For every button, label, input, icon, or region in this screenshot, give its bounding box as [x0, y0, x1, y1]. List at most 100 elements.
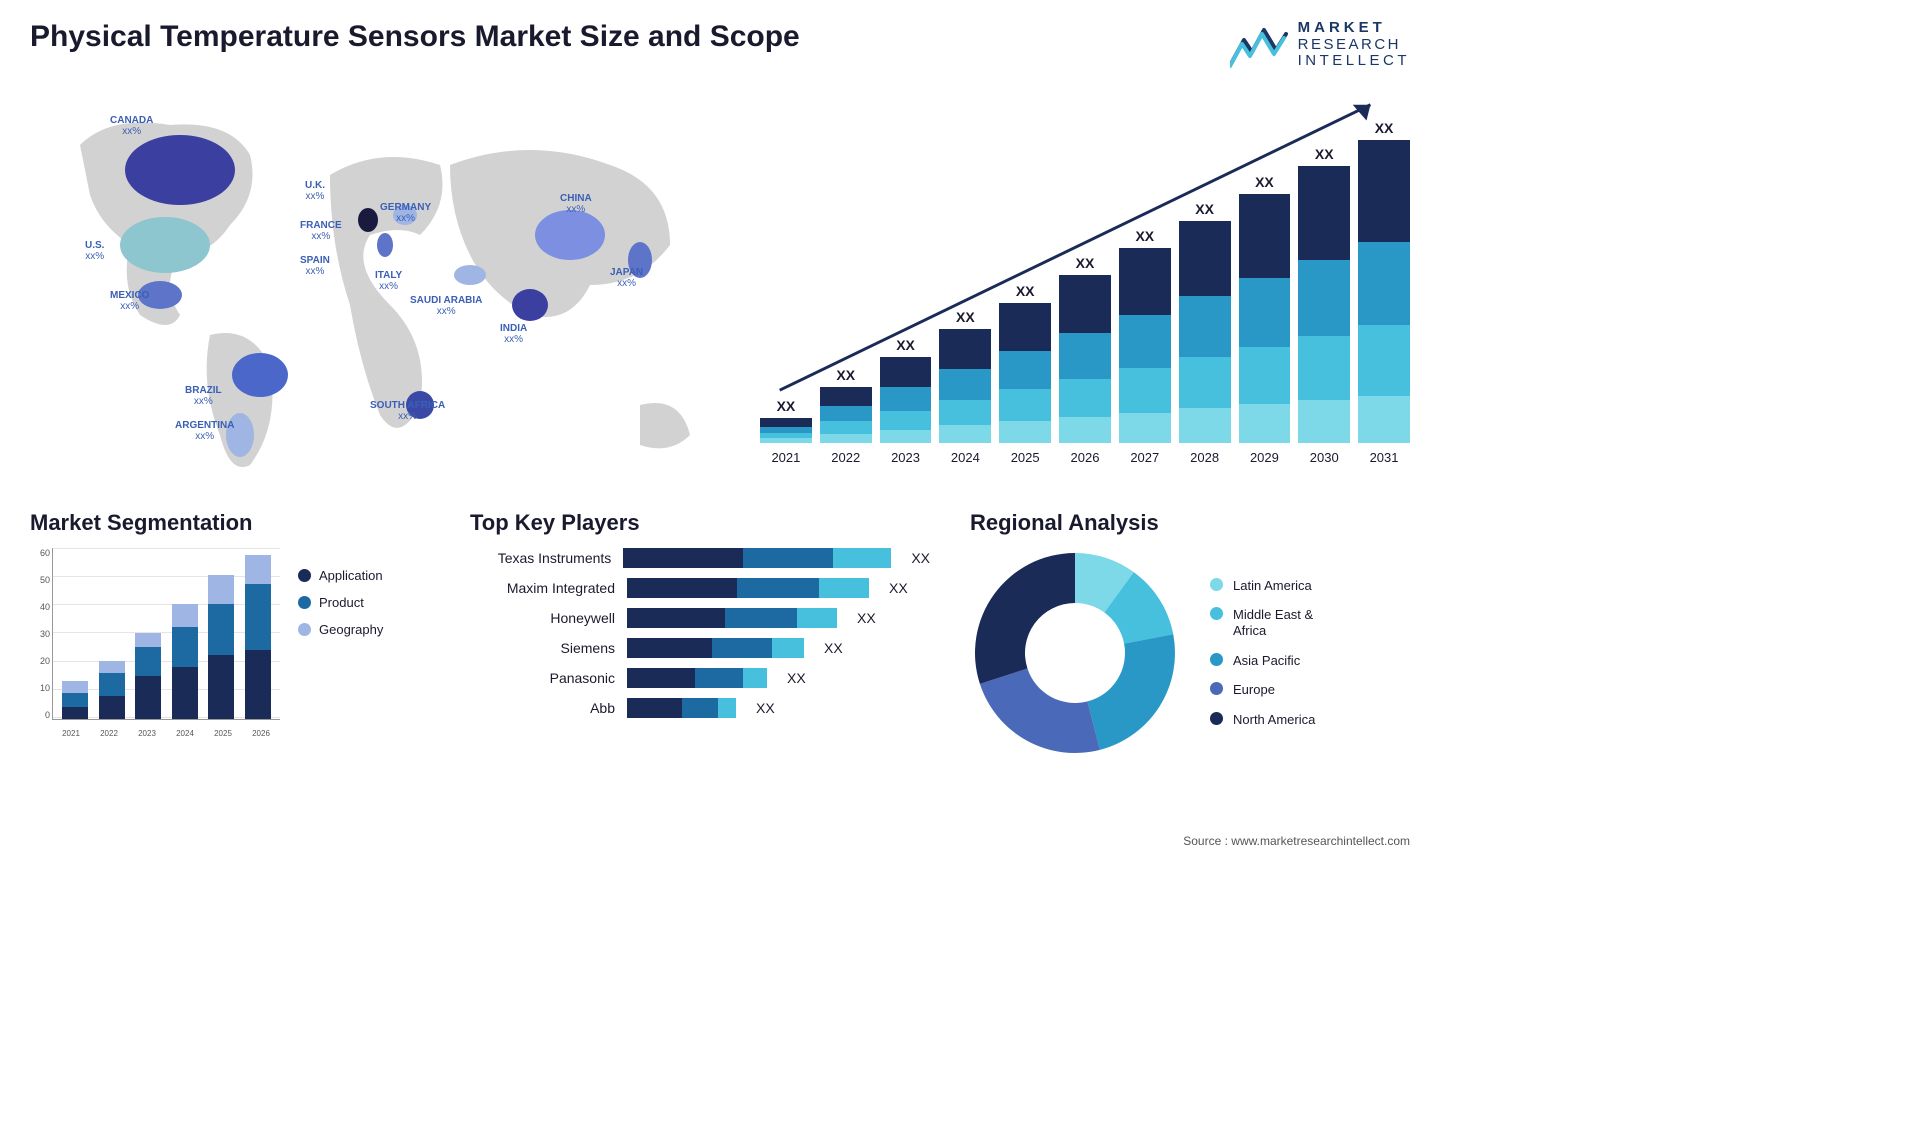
donut-slice: [980, 668, 1100, 753]
segmentation-bar: [172, 604, 198, 719]
bar-value-label: XX: [1375, 120, 1394, 136]
growth-bar: XX: [1059, 255, 1111, 442]
player-value: XX: [911, 550, 930, 566]
players-chart: Texas InstrumentsXXMaxim IntegratedXXHon…: [470, 548, 930, 718]
map-country-label: MEXICOxx%: [110, 290, 149, 312]
player-value: XX: [824, 640, 843, 656]
donut-slice: [1087, 634, 1175, 750]
map-country-label: ARGENTINAxx%: [175, 420, 234, 442]
player-row: Texas InstrumentsXX: [470, 548, 930, 568]
segmentation-chart: 6050403020100 202120222023202420252026: [30, 548, 280, 738]
bar-value-label: XX: [1076, 255, 1095, 271]
map-country-label: BRAZILxx%: [185, 385, 222, 407]
legend-item: North America: [1210, 712, 1340, 728]
player-row: Abb XX: [470, 698, 930, 718]
logo-icon: [1230, 22, 1288, 68]
growth-bar: XX: [1358, 120, 1410, 443]
bar-value-label: XX: [1135, 228, 1154, 244]
segmentation-panel: Market Segmentation 6050403020100 202120…: [30, 510, 430, 758]
x-axis-label: 2024: [939, 450, 991, 465]
brand-logo: MARKET RESEARCH INTELLECT: [1230, 20, 1410, 70]
player-value: XX: [857, 610, 876, 626]
player-bar: [627, 608, 837, 628]
growth-bar: XX: [1298, 146, 1350, 442]
player-row: Honeywell XX: [470, 608, 930, 628]
map-country-label: U.K.xx%: [305, 180, 325, 202]
map-country-label: ITALYxx%: [375, 270, 402, 292]
bar-value-label: XX: [1315, 146, 1334, 162]
x-axis-label: 2030: [1298, 450, 1350, 465]
growth-bar: XX: [1179, 201, 1231, 443]
bar-value-label: XX: [1195, 201, 1214, 217]
player-value: XX: [756, 700, 775, 716]
growth-bar: XX: [820, 367, 872, 442]
legend-item: Asia Pacific: [1210, 653, 1340, 669]
growth-bar: XX: [880, 337, 932, 442]
players-title: Top Key Players: [470, 510, 930, 536]
segmentation-bar: [62, 681, 88, 718]
player-bar: [627, 638, 804, 658]
player-name: Panasonic: [470, 670, 615, 686]
player-row: Siemens XX: [470, 638, 930, 658]
growth-bar: XX: [760, 398, 812, 443]
source-attribution: Source : www.marketresearchintellect.com: [1183, 834, 1410, 848]
segmentation-bar: [245, 555, 271, 718]
x-axis-label: 2021: [760, 450, 812, 465]
growth-bar: XX: [1239, 174, 1291, 443]
legend-item: Product: [298, 595, 383, 610]
legend-item: Europe: [1210, 682, 1340, 698]
growth-bar: XX: [939, 309, 991, 442]
x-axis-label: 2025: [999, 450, 1051, 465]
map-country-label: INDIAxx%: [500, 323, 527, 345]
legend-item: Latin America: [1210, 578, 1340, 594]
bar-value-label: XX: [836, 367, 855, 383]
growth-bar: XX: [999, 283, 1051, 443]
player-bar: [623, 548, 891, 568]
segmentation-bar: [99, 661, 125, 718]
map-country-label: SAUDI ARABIAxx%: [410, 295, 482, 317]
map-country-label: CHINAxx%: [560, 193, 592, 215]
map-country-label: JAPANxx%: [610, 267, 643, 289]
x-axis-label: 2028: [1179, 450, 1231, 465]
player-name: Maxim Integrated: [470, 580, 615, 596]
map-country-label: U.S.xx%: [85, 240, 104, 262]
bar-value-label: XX: [777, 398, 796, 414]
x-axis-label: 2031: [1358, 450, 1410, 465]
donut-slice: [975, 553, 1075, 684]
segmentation-title: Market Segmentation: [30, 510, 430, 536]
x-axis-label: 2027: [1119, 450, 1171, 465]
map-country-label: SOUTH AFRICAxx%: [370, 400, 445, 422]
legend-item: Geography: [298, 622, 383, 637]
player-name: Honeywell: [470, 610, 615, 626]
segmentation-bar: [135, 633, 161, 719]
player-name: Siemens: [470, 640, 615, 656]
x-axis-label: 2022: [820, 450, 872, 465]
player-bar: [627, 578, 869, 598]
players-panel: Top Key Players Texas InstrumentsXX Maxim…: [470, 510, 930, 758]
bar-value-label: XX: [1255, 174, 1274, 190]
legend-item: Middle East & Africa: [1210, 607, 1340, 638]
player-bar: [627, 698, 736, 718]
legend-item: Application: [298, 568, 383, 583]
player-value: XX: [889, 580, 908, 596]
growth-bar: XX: [1119, 228, 1171, 442]
regional-donut-chart: [970, 548, 1180, 758]
player-name: Abb: [470, 700, 615, 716]
main-growth-chart: XX XX XX XX XX XX XX XX XX XX XX 2021 2022 2023 2024 2…: [760, 85, 1410, 465]
x-axis-label: 2023: [880, 450, 932, 465]
world-map-panel: CANADAxx%U.S.xx%MEXICOxx%BRAZILxx%ARGENT…: [30, 85, 730, 485]
player-bar: [627, 668, 767, 688]
map-country-label: SPAINxx%: [300, 255, 330, 277]
regional-panel: Regional Analysis Latin America Middle Ea…: [970, 510, 1410, 758]
segmentation-bar: [208, 575, 234, 718]
x-axis-label: 2026: [1059, 450, 1111, 465]
player-row: Maxim Integrated XX: [470, 578, 930, 598]
regional-title: Regional Analysis: [970, 510, 1410, 536]
segmentation-legend: Application Product Geography: [298, 568, 383, 738]
bar-value-label: XX: [1016, 283, 1035, 299]
logo-text-2: RESEARCH: [1298, 37, 1410, 54]
map-country-label: GERMANYxx%: [380, 202, 431, 224]
page-title: Physical Temperature Sensors Market Size…: [30, 20, 800, 54]
x-axis-label: 2029: [1239, 450, 1291, 465]
bar-value-label: XX: [956, 309, 975, 325]
